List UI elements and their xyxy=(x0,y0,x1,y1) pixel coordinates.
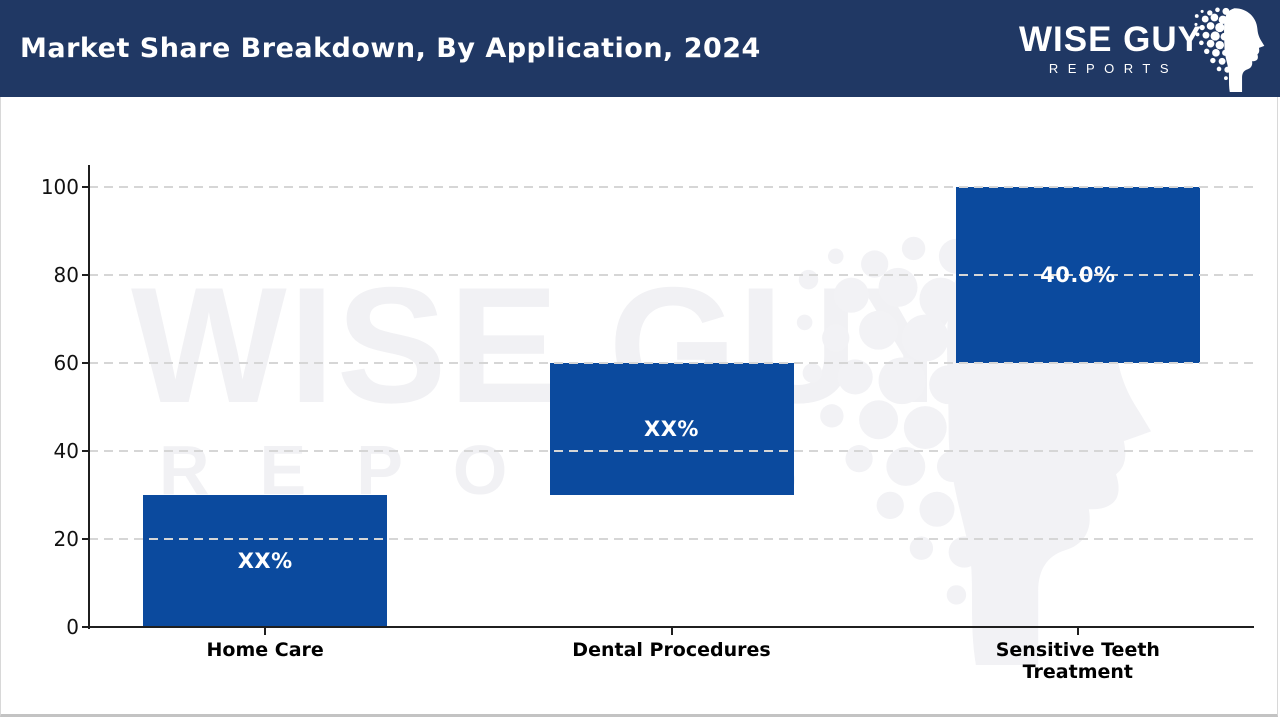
bar-value-label-home-care: XX% xyxy=(237,549,293,573)
logo-wordmark: WISE GUY xyxy=(1018,19,1202,59)
gridline-60 xyxy=(89,362,1254,364)
chart-area: WISE GUY REPORTS 0 20 40 60 80 100 XX% Home Car… xyxy=(0,97,1278,717)
y-tick-80 xyxy=(82,274,89,276)
y-tick-label-20: 20 xyxy=(53,527,79,551)
x-axis-spine xyxy=(88,626,1254,628)
x-axis-label-sensitive-teeth-treatment: Sensitive Teeth Treatment xyxy=(995,639,1160,684)
bar-home-care xyxy=(143,495,388,627)
x-axis-label-dental-procedures: Dental Procedures xyxy=(572,639,771,661)
y-tick-label-100: 100 xyxy=(40,175,79,199)
y-tick-label-80: 80 xyxy=(53,263,79,287)
logo-text: WISE GUY REPORTS xyxy=(1018,19,1202,77)
y-tick-60 xyxy=(82,362,89,364)
y-tick-label-40: 40 xyxy=(53,439,79,463)
bar-value-label-dental-procedures: XX% xyxy=(644,417,699,441)
page-title: Market Share Breakdown, By Application, … xyxy=(20,33,761,64)
y-tick-label-0: 0 xyxy=(66,615,79,639)
y-tick-0 xyxy=(82,626,89,628)
gridline-20 xyxy=(89,538,1254,540)
x-tick-dental-procedures xyxy=(670,627,673,635)
wise-guy-logo: WISE GUY REPORTS xyxy=(1019,5,1270,93)
wise-guy-face-icon xyxy=(1188,6,1270,92)
y-axis-spine xyxy=(88,165,90,629)
y-tick-100 xyxy=(82,186,89,188)
gridline-100 xyxy=(89,186,1254,188)
gridline-40 xyxy=(89,450,1254,452)
gridline-80 xyxy=(89,274,1254,276)
bar-dental-procedures xyxy=(549,363,794,495)
y-tick-label-60: 60 xyxy=(53,351,79,375)
bar-value-label-sensitive-teeth-treatment: 40.0% xyxy=(1040,263,1116,287)
logo-subtext: REPORTS xyxy=(1048,61,1179,77)
x-tick-sensitive-teeth-treatment xyxy=(1076,627,1079,635)
x-tick-home-care xyxy=(264,627,267,635)
header: Market Share Breakdown, By Application, … xyxy=(0,0,1280,97)
y-tick-40 xyxy=(82,450,89,452)
y-tick-20 xyxy=(82,538,89,540)
plot: 0 20 40 60 80 100 XX% Home Care XX% Dental Proced… xyxy=(1,97,1277,714)
x-axis-label-home-care: Home Care xyxy=(206,639,324,661)
